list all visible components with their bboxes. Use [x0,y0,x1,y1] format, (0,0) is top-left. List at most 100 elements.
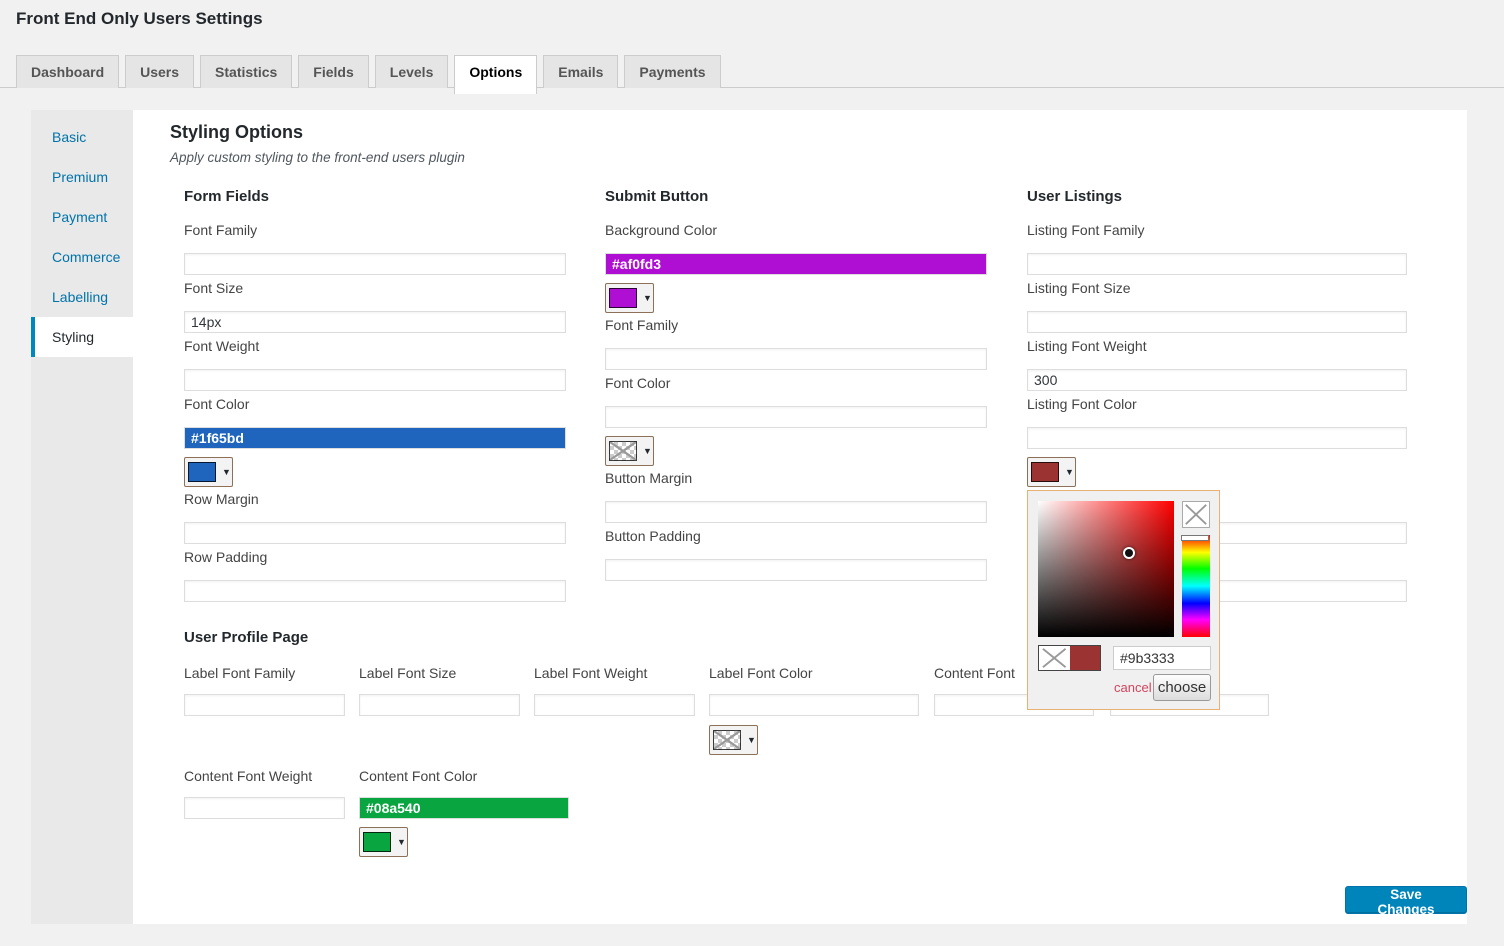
sidebar-item-payment[interactable]: Payment [52,209,108,225]
label-font-weight-label: Label Font Weight [534,665,648,681]
listing-font-family-label: Listing Font Family [1027,222,1145,238]
nav-tabs: Dashboard Users Statistics Fields Levels… [16,55,721,94]
hue-slider[interactable] [1181,535,1210,637]
label-font-color-input[interactable] [709,694,919,716]
sidebar-item-commerce[interactable]: Commerce [52,249,121,265]
listing-font-family-input[interactable] [1027,253,1407,275]
font-color-swatch-button[interactable]: ▼ [184,457,233,487]
submit-font-color-swatch-button[interactable]: ▼ [605,436,654,466]
label-font-color-swatch-button[interactable]: ▼ [709,725,758,755]
chevron-down-icon: ▼ [397,837,406,847]
listing-font-weight-label: Listing Font Weight [1027,338,1147,354]
content-font-color-swatch-button[interactable]: ▼ [359,827,408,857]
sidebar-item-styling[interactable]: Styling [31,317,133,357]
tab-fields[interactable]: Fields [298,55,369,88]
panel-title: Styling Options [170,122,303,142]
chevron-down-icon: ▼ [747,735,756,745]
no-color-chip [609,441,637,461]
font-weight-label: Font Weight [184,338,260,354]
label-font-size-label: Label Font Size [359,665,457,681]
label-font-family-label: Label Font Family [184,665,296,681]
x-icon [714,731,740,749]
color-chip [188,462,216,482]
color-chip [609,288,637,308]
content-font-weight-input[interactable] [184,797,345,819]
x-icon [610,442,636,460]
color-chip [363,832,391,852]
content-font-weight-label: Content Font Weight [184,768,313,784]
color-chip [1031,462,1059,482]
hex-color-input[interactable] [1113,646,1211,670]
page-title: Front End Only Users Settings [16,9,263,28]
background-color-label: Background Color [605,222,718,238]
settings-sidebar: Basic Premium Payment Commerce Labelling… [31,110,133,924]
color-picker-popup: cancel choose [1027,490,1220,710]
font-color-label: Font Color [184,396,250,412]
label-font-family-input[interactable] [184,694,345,716]
label-font-color-label: Label Font Color [709,665,813,681]
row-margin-input[interactable] [184,522,566,544]
x-icon [1042,648,1067,668]
label-font-size-input[interactable] [359,694,520,716]
button-margin-input[interactable] [605,501,987,523]
x-icon [1185,504,1207,525]
cancel-link[interactable]: cancel [1114,680,1152,695]
tab-underline [0,87,1504,88]
submit-font-family-label: Font Family [605,317,679,333]
button-padding-input[interactable] [605,559,987,581]
tab-dashboard[interactable]: Dashboard [16,55,120,88]
sidebar-item-basic[interactable]: Basic [52,129,87,145]
settings-container: Basic Premium Payment Commerce Labelling… [31,110,1467,924]
no-color-half [1039,646,1070,670]
background-color-input[interactable] [605,253,987,275]
font-family-input[interactable] [184,253,566,275]
hue-slider-handle[interactable] [1181,535,1209,541]
no-color-button[interactable] [1182,501,1210,528]
saturation-marker[interactable] [1125,549,1133,557]
button-margin-label: Button Margin [605,470,693,486]
listing-font-size-label: Listing Font Size [1027,280,1131,296]
background-color-swatch-button[interactable]: ▼ [605,283,654,313]
choose-button[interactable]: choose [1153,674,1211,701]
chevron-down-icon: ▼ [643,293,652,303]
current-color-half [1069,646,1100,670]
listing-font-color-label: Listing Font Color [1027,396,1137,412]
font-size-input[interactable] [184,311,566,333]
saturation-square[interactable] [1038,501,1174,637]
chevron-down-icon: ▼ [222,467,231,477]
content-font-color-input[interactable] [359,797,569,819]
tab-options[interactable]: Options [454,55,538,94]
submit-button-heading: Submit Button [605,188,709,205]
button-padding-label: Button Padding [605,528,701,544]
row-padding-label: Row Padding [184,549,268,565]
font-size-label: Font Size [184,280,244,296]
content-font-label: Content Font [934,665,1015,681]
submit-font-family-input[interactable] [605,348,987,370]
tab-levels[interactable]: Levels [374,55,449,88]
listing-font-size-input[interactable] [1027,311,1407,333]
listing-font-color-input[interactable] [1027,427,1407,449]
tab-payments[interactable]: Payments [624,55,721,88]
label-font-weight-input[interactable] [534,694,695,716]
form-fields-heading: Form Fields [184,188,270,205]
user-listings-heading: User Listings [1027,188,1123,205]
sidebar-item-labelling[interactable]: Labelling [52,289,109,305]
tab-statistics[interactable]: Statistics [200,55,293,88]
font-weight-input[interactable] [184,369,566,391]
sidebar-item-premium[interactable]: Premium [52,169,109,185]
listing-font-color-swatch-button[interactable]: ▼ [1027,457,1076,487]
styling-options-panel: Styling Options Apply custom styling to … [133,110,1467,924]
current-color-preview [1038,645,1101,671]
row-padding-input[interactable] [184,580,566,602]
row-margin-label: Row Margin [184,491,259,507]
font-color-input[interactable] [184,427,566,449]
tab-users[interactable]: Users [125,55,195,88]
submit-font-color-input[interactable] [605,406,987,428]
submit-font-color-label: Font Color [605,375,671,391]
listing-font-weight-input[interactable] [1027,369,1407,391]
font-family-label: Font Family [184,222,258,238]
chevron-down-icon: ▼ [1065,467,1074,477]
save-changes-button[interactable]: Save Changes [1345,886,1467,917]
user-profile-heading: User Profile Page [184,629,309,646]
tab-emails[interactable]: Emails [543,55,619,88]
